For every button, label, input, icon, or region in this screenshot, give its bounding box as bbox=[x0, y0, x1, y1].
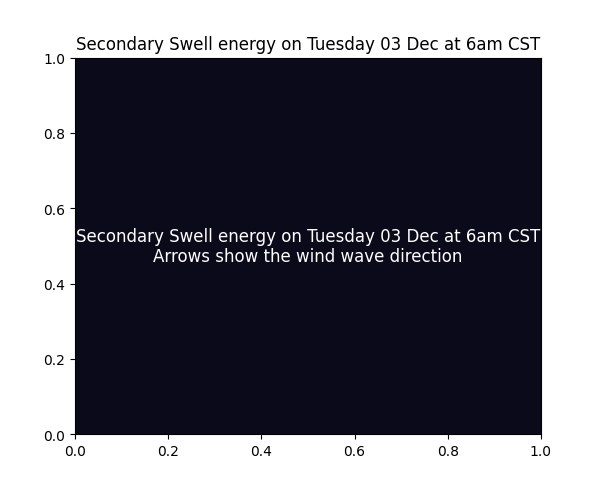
Title: Secondary Swell energy on Tuesday 03 Dec at 6am CST: Secondary Swell energy on Tuesday 03 Dec… bbox=[76, 36, 540, 54]
Text: Secondary Swell energy on Tuesday 03 Dec at 6am CST
Arrows show the wind wave di: Secondary Swell energy on Tuesday 03 Dec… bbox=[76, 227, 540, 266]
